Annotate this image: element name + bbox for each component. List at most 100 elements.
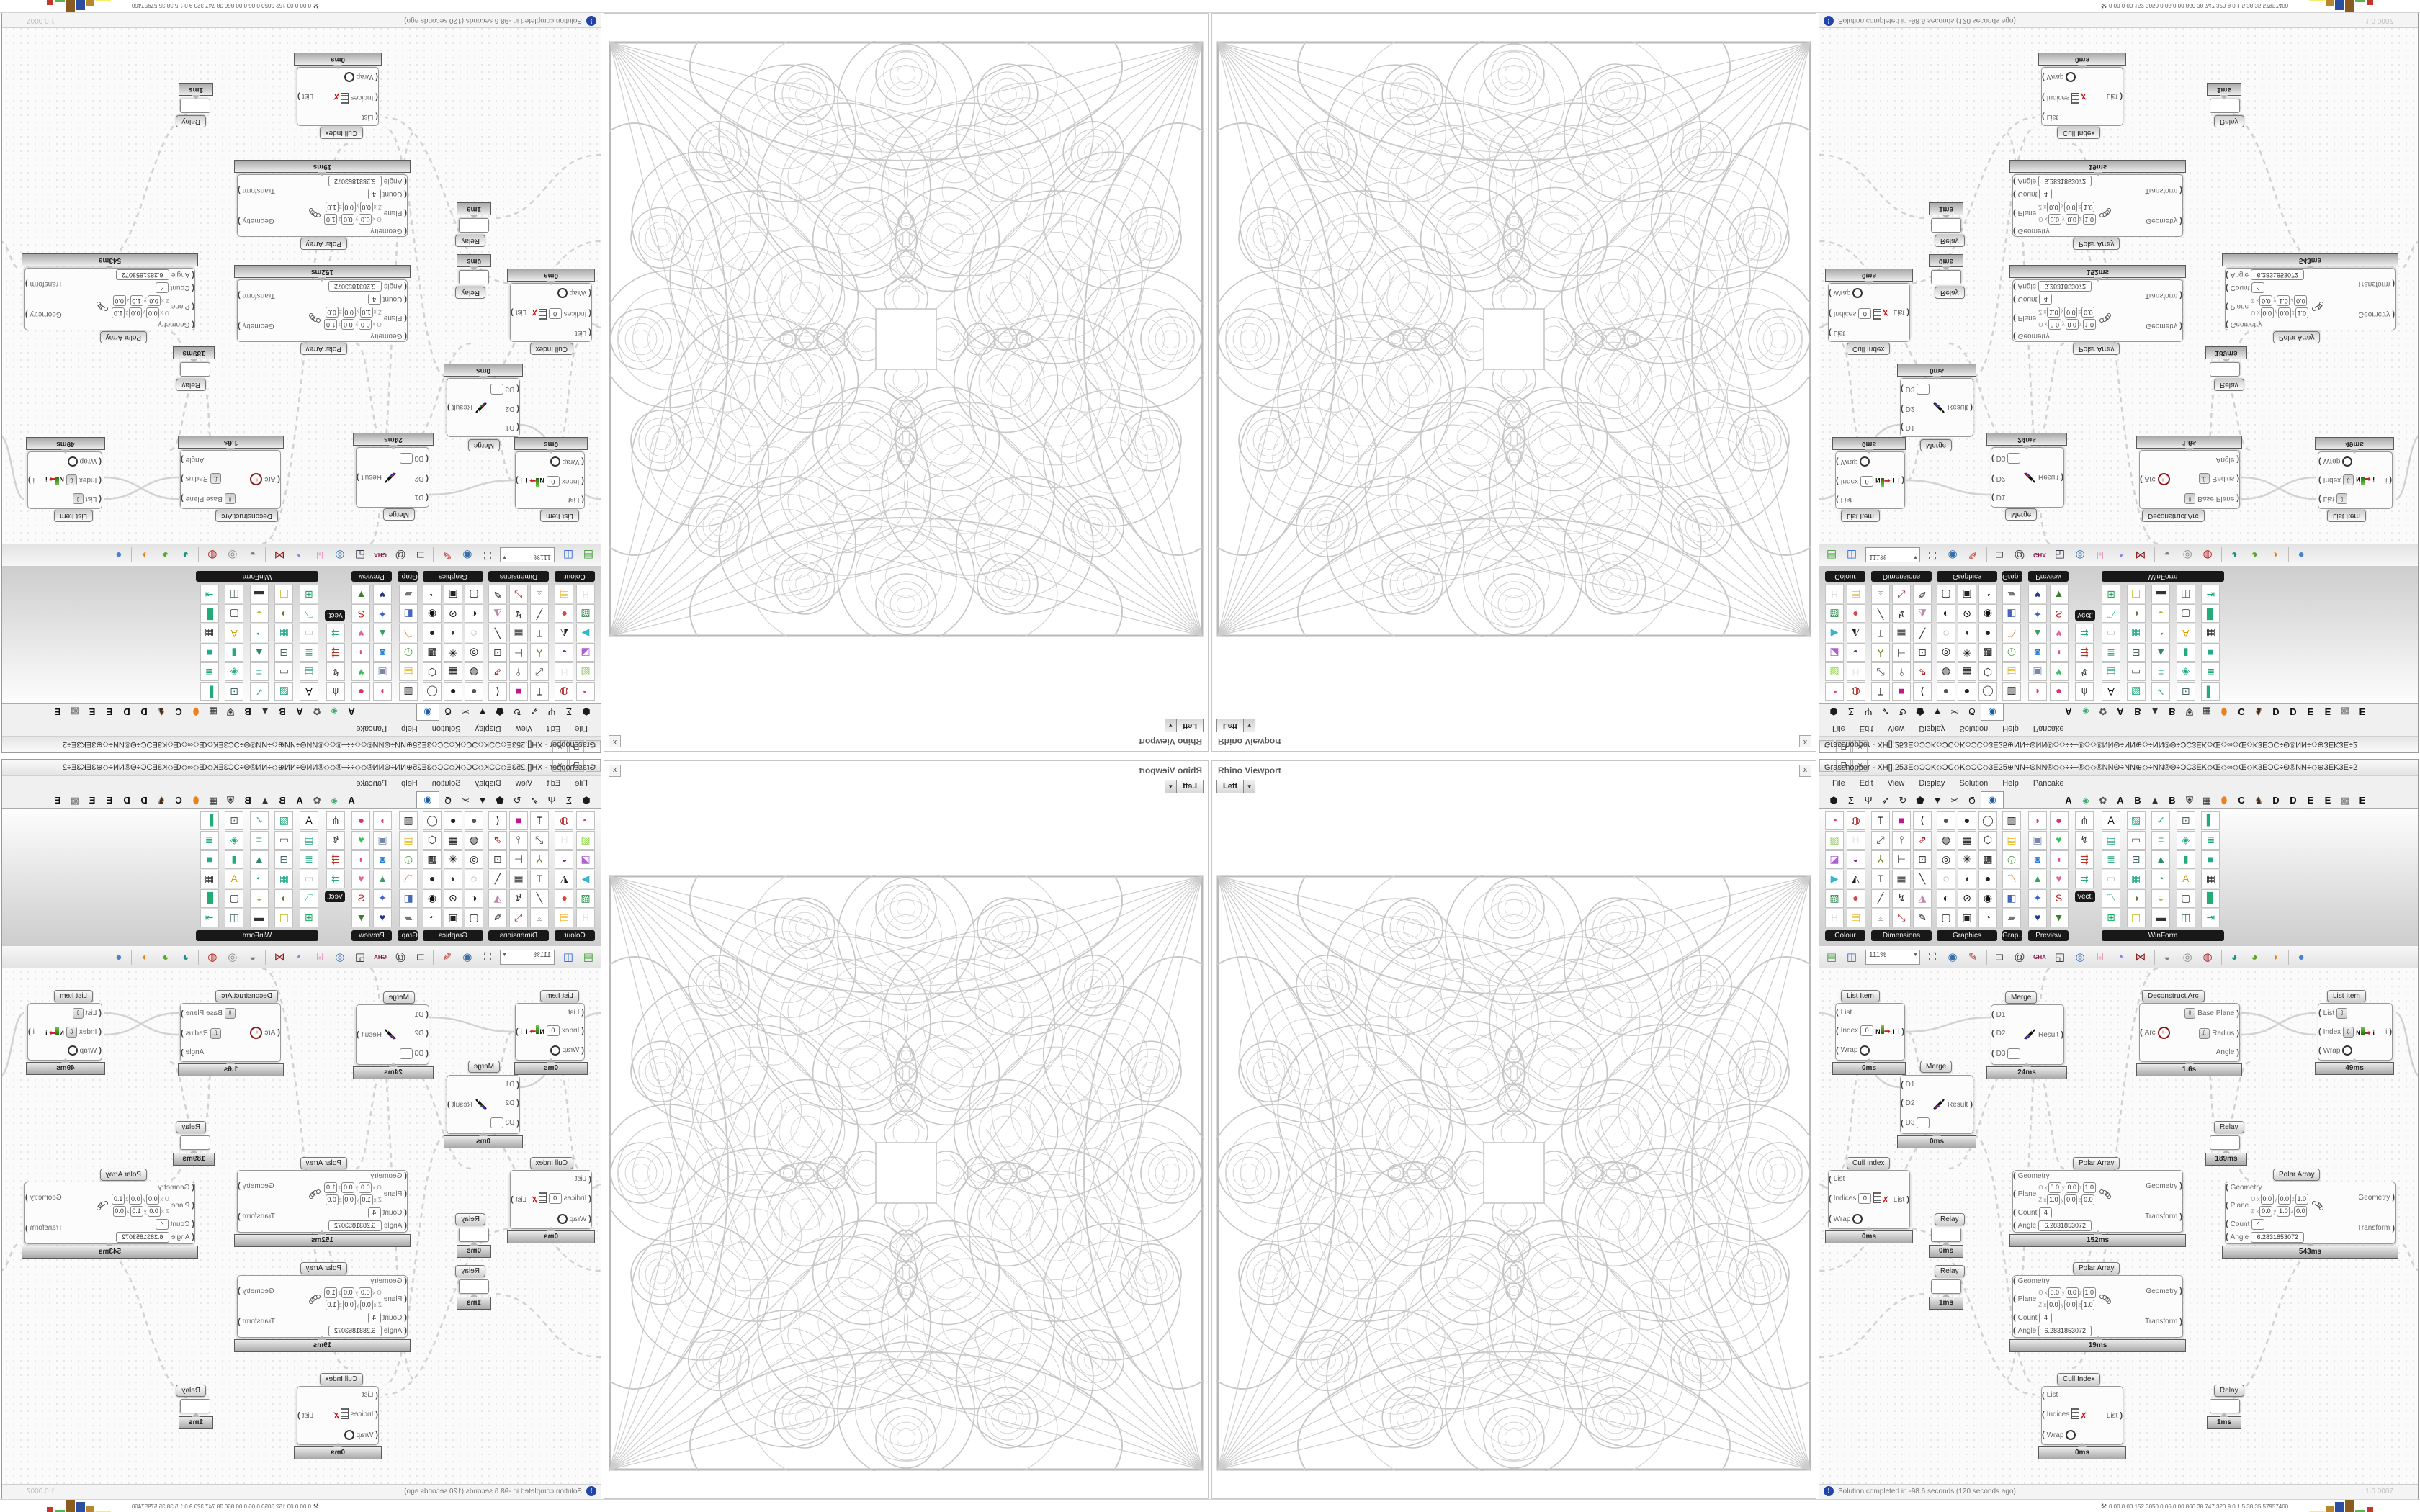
tab-maths-icon[interactable]: Σ [1847,706,1855,717]
node-label-cull-index-2[interactable]: Cull Index [319,1373,363,1385]
resize-grip-icon[interactable]: ∷ ∷ [2403,14,2408,26]
node-label-relay-189[interactable]: Relay [2214,1121,2244,1133]
input-port-d2[interactable]: (D2 [414,1029,429,1038]
component-icon[interactable]: ▦ [2126,870,2146,888]
preview-eye-icon[interactable]: ◉ [1948,950,1958,963]
component-icon[interactable]: ≣ [300,643,318,662]
component-icon[interactable]: 〽 [2102,604,2120,623]
component-icon[interactable]: ◎ [465,850,483,869]
flatten-button[interactable]: ⇩ [2336,493,2348,505]
component-icon[interactable]: ● [1937,682,1955,701]
plugin-tab-icon-0[interactable]: A [2065,795,2072,806]
input-port-plane[interactable]: (Plane O x 0.0 y 0.0 z 1.0 Z x 0.0 y 0.0 z 1.0 [2013,1287,2111,1311]
output-port-list[interactable]: List) [1893,1195,1909,1204]
ribbon-group-label[interactable]: Graphics [423,930,483,941]
component-icon[interactable]: ▩ [1978,643,1997,662]
laces-icon[interactable]: ⋈ [2135,549,2146,562]
sphere-teal-icon[interactable]: ◕ [2231,549,2238,562]
tab-params-icon[interactable]: ⬢ [1829,795,1838,806]
node-body-cull-index-2[interactable]: (List(Indices ✗(Wrap List) [297,1386,379,1445]
tab-vector-icon[interactable]: ➶ [1881,795,1890,806]
clam-spheres-icon[interactable]: ◒ [249,549,256,562]
menu-item-file[interactable]: File [1832,724,1845,734]
plane-coord-value[interactable]: 1.0 [2277,294,2290,306]
component-icon[interactable]: ✦ [373,889,392,908]
component-icon[interactable]: ≣ [300,850,318,869]
component-icon[interactable]: ♥ [351,624,371,642]
flatten-button[interactable]: ⇩ [2343,1026,2354,1038]
component-icon[interactable]: ▢ [465,909,483,927]
component-icon[interactable]: T [1871,624,1890,642]
component-icon[interactable]: ■ [1892,811,1911,830]
node-body-cull-index-1[interactable]: (List(Indices 0 ✗(Wrap List) [1828,283,1910,342]
component-icon[interactable]: ◧ [399,889,418,908]
input-port-wrap[interactable]: (Wrap [333,71,378,82]
component-icon[interactable]: ▲ [2028,870,2047,888]
sphere-teal-icon[interactable]: ◕ [182,549,189,562]
input-value-box[interactable]: 6.2831853072 [2038,176,2092,187]
component-icon[interactable]: ⟨ [488,682,507,701]
component-icon[interactable]: H [1825,585,1844,603]
input-port-indices[interactable]: (Indices ✗ [2042,90,2087,105]
node-body-polar-array-152[interactable]: (Geometry(Plane O x 0.0 y 0.0 z 1.0 Z x 1.0 y 0.0 z… [2012,279,2183,342]
node-label-relay-1b[interactable]: Relay [2214,1385,2244,1397]
input-port-arc[interactable]: (Arc + [2140,473,2170,486]
component-icon[interactable]: ● [1978,624,1997,642]
component-icon[interactable]: ≣ [2201,831,2220,850]
sphere-green-icon[interactable]: ◕ [162,549,169,562]
component-icon[interactable]: ⊢ [509,850,528,869]
component-icon[interactable]: ⅄ [1871,643,1890,662]
wrap-toggle[interactable] [1852,1214,1863,1225]
plugin-tab-icon-15[interactable]: E [89,795,96,806]
menu-item-display[interactable]: Display [475,724,501,734]
node-body-cull-index-1[interactable]: (List(Indices 0 ✗(Wrap List) [1828,1170,1910,1229]
component-icon[interactable]: ▨ [274,682,294,701]
component-icon[interactable]: ● [423,870,442,888]
input-port-wrap[interactable]: (Wrap [1829,287,1889,298]
plane-coord-value[interactable]: 0.0 [2065,213,2079,225]
input-port-plane[interactable]: (Plane O x 0.0 y 0.0 z 1.0 Z x 0.0 y 1.0 z 0.0 [2226,294,2323,318]
gift-box-icon[interactable]: ⌺ [316,950,323,963]
plane-coord-value[interactable]: 0.0 [359,318,372,330]
component-icon[interactable]: ⇉ [2075,870,2094,888]
input-value-box[interactable]: 0 [548,307,562,319]
wrap-toggle[interactable] [550,1045,560,1056]
component-icon[interactable]: ▍ [2201,811,2220,830]
component-icon[interactable]: ▦ [1958,662,1976,681]
component-icon[interactable]: ✳ [444,643,462,662]
component-icon[interactable]: ▊ [200,604,219,623]
tab-surface-icon[interactable]: ⬟ [496,706,504,717]
plugin-tab-icon-15[interactable]: E [2324,795,2331,806]
component-icon[interactable]: ✓ [249,682,269,701]
tab-vector-icon[interactable]: ➶ [530,795,539,806]
component-icon[interactable]: ◪ [576,850,595,869]
plane-coord-value[interactable]: 1.0 [2295,307,2308,318]
node-body-deconstruct-arc[interactable]: (Arc + ⇩ Base Plane) ⇩ Radius) Angle) [2139,1003,2240,1062]
plugin-tab-icon-11[interactable]: ♞ [157,795,166,806]
component-icon[interactable]: ◗ [373,682,392,701]
component-icon[interactable]: ◫ [274,909,294,927]
component-icon[interactable]: ▩ [423,850,442,869]
input-port-plane[interactable]: (Plane O x 0.0 y 0.0 z 1.0 Z x 1.0 y 0.0 z 0.0 [2013,306,2111,330]
plugin-tab-icon-7[interactable]: ⛨ [227,795,234,806]
sketch-pen-icon[interactable]: ✎ [1968,549,1978,562]
zoom-fit-icon[interactable]: ⛶ [1928,950,1937,963]
component-icon[interactable]: ▮ [225,643,244,662]
component-icon[interactable]: T [530,811,549,830]
maximize-button[interactable]: ❐ [1836,760,1851,772]
plane-coord-value[interactable]: 0.0 [325,306,339,318]
component-icon[interactable]: ▧ [1825,889,1844,908]
component-icon[interactable]: ▭ [2102,870,2120,888]
plane-coord-value[interactable]: 0.0 [112,294,126,306]
input-port-d3[interactable]: (D3 [399,453,429,464]
component-icon[interactable]: ⫯ [1892,662,1911,681]
component-icon[interactable]: S [2049,889,2069,908]
input-value-box[interactable]: 4 [367,294,381,305]
node-label-polar-array-543[interactable]: Polar Array [99,1169,147,1181]
input-port-geometry[interactable]: (Geometry [2013,1171,2050,1181]
component-icon[interactable]: ▰ [2002,585,2021,603]
plugin-tab-icon-15[interactable]: E [89,706,96,717]
component-icon[interactable]: S [351,889,371,908]
component-icon[interactable]: ▦ [509,870,528,888]
component-icon[interactable]: ◙ [373,850,392,869]
